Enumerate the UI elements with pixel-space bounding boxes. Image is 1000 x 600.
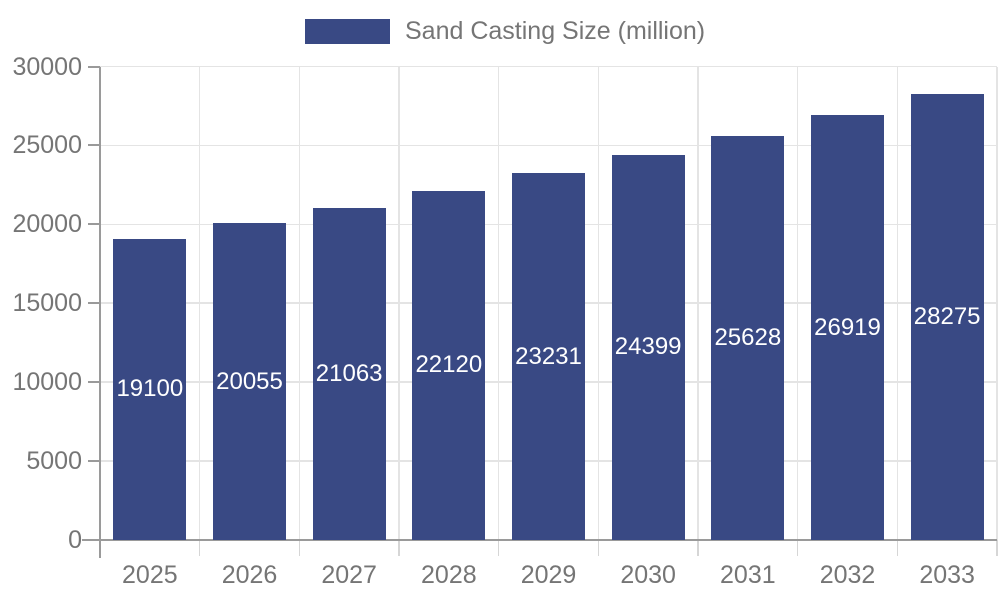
bar-value-label: 25628	[714, 323, 782, 351]
bar-value-label: 20055	[216, 367, 283, 395]
bar-value-label: 24399	[614, 333, 682, 361]
x-tick-label: 2030	[620, 561, 676, 589]
x-gridline	[896, 66, 899, 540]
y-tick-label: 0	[68, 526, 82, 554]
bar-value-label: 22120	[415, 351, 483, 379]
y-tick-label: 20000	[12, 210, 82, 239]
x-tick	[298, 540, 301, 556]
x-tick-label: 2028	[421, 561, 477, 589]
y-tick	[88, 460, 100, 463]
y-tick	[88, 381, 100, 384]
x-gridline	[697, 66, 699, 540]
x-tick	[497, 540, 500, 556]
legend-label: Sand Casting Size (million)	[405, 16, 706, 45]
y-tick-label: 25000	[12, 131, 82, 160]
x-tick	[896, 540, 899, 556]
bar: 22120	[412, 190, 486, 540]
x-axis-line	[82, 539, 997, 541]
x-tick-label: 2027	[321, 561, 377, 589]
bar-value-label: 26919	[814, 313, 881, 341]
x-gridline	[996, 66, 998, 540]
y-tick	[88, 144, 100, 147]
x-tick	[597, 540, 600, 556]
legend-swatch	[305, 18, 390, 44]
x-gridline	[597, 66, 600, 540]
bar-value-label: 28275	[913, 302, 981, 330]
x-tick-label: 2032	[819, 561, 876, 589]
x-gridline	[198, 66, 201, 540]
x-tick	[796, 540, 799, 556]
bar: 19100	[113, 238, 187, 540]
bar-value-label: 19100	[116, 375, 184, 403]
y-gridline	[100, 65, 997, 68]
x-tick	[996, 540, 998, 556]
x-gridline	[298, 66, 301, 540]
bar: 23231	[512, 173, 585, 540]
y-tick-label: 15000	[12, 289, 82, 318]
y-axis-line	[99, 66, 101, 558]
x-tick	[198, 540, 201, 556]
bar: 21063	[312, 207, 386, 540]
y-gridline	[100, 144, 997, 147]
x-tick-label: 2029	[520, 561, 577, 589]
bar: 26919	[811, 115, 884, 540]
bar-value-label: 23231	[515, 342, 582, 370]
x-gridline	[497, 66, 500, 540]
legend: Sand Casting Size (million)	[305, 17, 705, 45]
bar: 28275	[910, 93, 984, 540]
bar: 20055	[213, 223, 286, 540]
y-tick	[88, 65, 100, 68]
x-tick	[398, 540, 400, 556]
y-tick-label: 30000	[12, 52, 82, 81]
bar: 25628	[711, 135, 785, 540]
y-tick	[88, 223, 100, 226]
y-tick	[88, 302, 100, 305]
y-tick-label: 10000	[12, 368, 82, 397]
x-tick-label: 2026	[221, 561, 278, 589]
x-gridline	[398, 66, 400, 540]
x-gridline	[796, 66, 799, 540]
x-tick-label: 2025	[122, 561, 178, 589]
x-tick-label: 2033	[919, 561, 975, 589]
bar: 24399	[611, 154, 685, 540]
x-tick-label: 2031	[720, 561, 776, 589]
x-tick	[697, 540, 699, 556]
y-tick-label: 5000	[26, 447, 82, 476]
bar-value-label: 21063	[315, 359, 383, 387]
